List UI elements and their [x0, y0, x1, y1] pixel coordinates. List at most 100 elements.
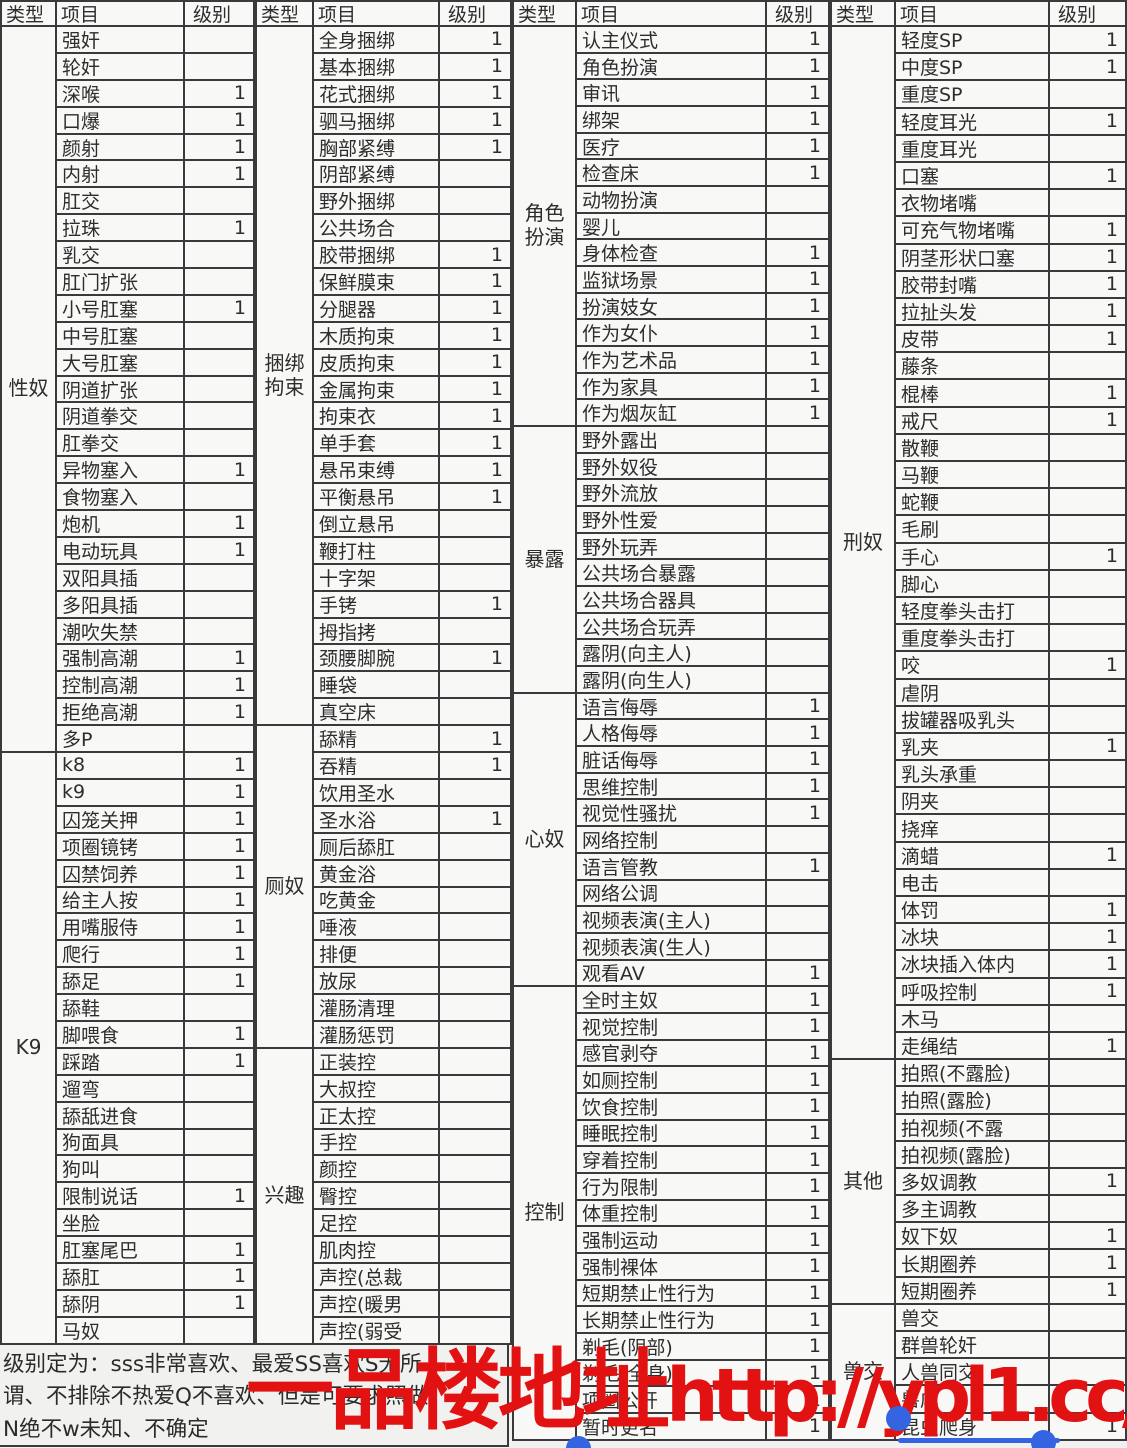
- level-cell: 1: [440, 403, 510, 429]
- item-cell: 多奴调教: [896, 1168, 1048, 1195]
- item-cell: 多阳具插: [57, 591, 183, 617]
- selection-handle[interactable]: [886, 1406, 911, 1431]
- item-cell: 挠痒: [896, 815, 1048, 841]
- item-cell: 体重控制: [577, 1200, 765, 1226]
- column-header-level: 级别: [440, 2, 510, 25]
- item-cell: 厕后舔肛: [314, 833, 438, 859]
- level-cell: 1: [185, 295, 253, 321]
- item-cell: 露阴(向主人): [577, 640, 765, 666]
- level-cell: 1: [767, 853, 828, 879]
- item-cell: 如厕控制: [577, 1067, 765, 1092]
- level-cell: [1050, 1359, 1125, 1385]
- item-cell: 食物塞入: [57, 484, 183, 510]
- level-cell: 1: [767, 293, 828, 319]
- item-cell: 排便: [314, 941, 438, 967]
- level-cell: [767, 880, 828, 906]
- level-cell: [440, 1129, 510, 1155]
- level-cell: 1: [1050, 1250, 1125, 1276]
- item-cell: 作为艺术品: [577, 347, 765, 372]
- item-cell: 作为烟灰缸: [577, 400, 765, 426]
- column-header-type: 类型: [514, 2, 575, 25]
- preference-table-group-4: 类型 项目 级别 刑奴 轻度SP 1 中度SP 1 重度SP 轻度耳光 1 重度耳光 口塞 1 衣物堵嘴 可充…: [830, 0, 1127, 1441]
- item-cell: 基本捆绑: [314, 53, 438, 79]
- item-cell: 可充气物堵嘴: [896, 217, 1048, 243]
- level-cell: [767, 480, 828, 506]
- level-cell: 1: [767, 27, 828, 52]
- item-cell: 胶带捆绑: [314, 242, 438, 268]
- level-cell: [440, 1102, 510, 1128]
- level-cell: [185, 1075, 253, 1101]
- level-cell: 1: [1050, 842, 1125, 868]
- item-cell: 乳夹: [896, 733, 1048, 760]
- item-cell: 剃毛(阴部): [577, 1333, 765, 1359]
- category-cell: 厕奴: [257, 726, 312, 1047]
- selection-handle[interactable]: [566, 1436, 591, 1448]
- level-cell: [185, 995, 253, 1020]
- level-cell: [440, 1075, 510, 1101]
- item-cell: 给主人按: [57, 887, 183, 913]
- level-cell: [185, 1129, 253, 1155]
- category-cell: 刑奴: [832, 27, 894, 1059]
- item-cell: 野外露出: [577, 427, 765, 452]
- item-cell: 囚禁饲养: [57, 860, 183, 886]
- item-cell: 拘束衣: [314, 403, 438, 429]
- level-cell: 1: [767, 987, 828, 1012]
- level-cell: [1050, 597, 1125, 624]
- item-cell: 兽交: [896, 1304, 1048, 1330]
- level-cell: [185, 1210, 253, 1236]
- preference-table-group-3: 类型 项目 级别 角色扮演 认主仪式 1 角色扮演 1 审讯 1 绑架 1 医疗 1 检查床 1 动物扮演 婴儿身…: [512, 0, 834, 1441]
- item-cell: 拍照(不露脸): [896, 1060, 1048, 1086]
- item-cell: 单手套: [314, 430, 438, 456]
- level-cell: [440, 968, 510, 994]
- item-cell: 悬吊束缚: [314, 457, 438, 483]
- level-cell: 1: [440, 457, 510, 483]
- level-cell: [440, 887, 510, 913]
- item-cell: 肌肉控: [314, 1237, 438, 1262]
- item-cell: 拇指拷: [314, 618, 438, 644]
- level-cell: 1: [1050, 652, 1125, 678]
- item-cell: 角色扮演: [577, 53, 765, 79]
- item-cell: 扮演妓女: [577, 293, 765, 319]
- item-cell: 睡袋: [314, 672, 438, 698]
- item-cell: 声控(弱受: [314, 1317, 438, 1343]
- level-cell: 1: [185, 699, 253, 725]
- level-cell: [440, 618, 510, 644]
- item-cell: 肛拳交: [57, 430, 183, 456]
- selection-edge-line[interactable]: [898, 1438, 1060, 1443]
- level-cell: [767, 427, 828, 452]
- level-cell: [767, 907, 828, 932]
- item-cell: 饮食控制: [577, 1093, 765, 1119]
- level-cell: 1: [1050, 54, 1125, 80]
- item-cell: k8: [57, 753, 183, 778]
- level-cell: 1: [440, 645, 510, 671]
- level-cell: 1: [1050, 1413, 1125, 1439]
- item-cell: 炮机: [57, 511, 183, 536]
- item-cell: 中号肛塞: [57, 322, 183, 348]
- level-cell: [1050, 353, 1125, 379]
- selection-handle[interactable]: [1031, 1430, 1056, 1448]
- level-cell: [185, 27, 253, 52]
- level-cell: [440, 1210, 510, 1236]
- level-cell: 1: [185, 914, 253, 940]
- level-cell: 1: [767, 400, 828, 426]
- level-cell: [440, 699, 510, 725]
- level-cell: 1: [185, 215, 253, 241]
- level-cell: 1: [767, 53, 828, 79]
- item-cell: 剃毛(全身): [577, 1360, 765, 1386]
- item-cell: 视频表演(主人): [577, 907, 765, 932]
- item-cell: 足控: [314, 1210, 438, 1236]
- category-cell: 控制: [514, 987, 575, 1439]
- item-cell: 异物塞入: [57, 457, 183, 483]
- item-cell: 舔鞋: [57, 995, 183, 1020]
- item-cell: 衣物堵嘴: [896, 190, 1048, 216]
- item-cell: 短期圈养: [896, 1277, 1048, 1303]
- item-cell: 昆虫爬身: [896, 1413, 1048, 1439]
- item-cell: 动物扮演: [577, 187, 765, 212]
- level-cell: [185, 484, 253, 510]
- item-cell: 呼吸控制: [896, 978, 1048, 1004]
- item-cell: 爬行: [57, 941, 183, 967]
- item-cell: 正装控: [314, 1048, 438, 1074]
- level-cell: [440, 1237, 510, 1262]
- level-cell: [1050, 1304, 1125, 1330]
- item-cell: 踩踏: [57, 1048, 183, 1074]
